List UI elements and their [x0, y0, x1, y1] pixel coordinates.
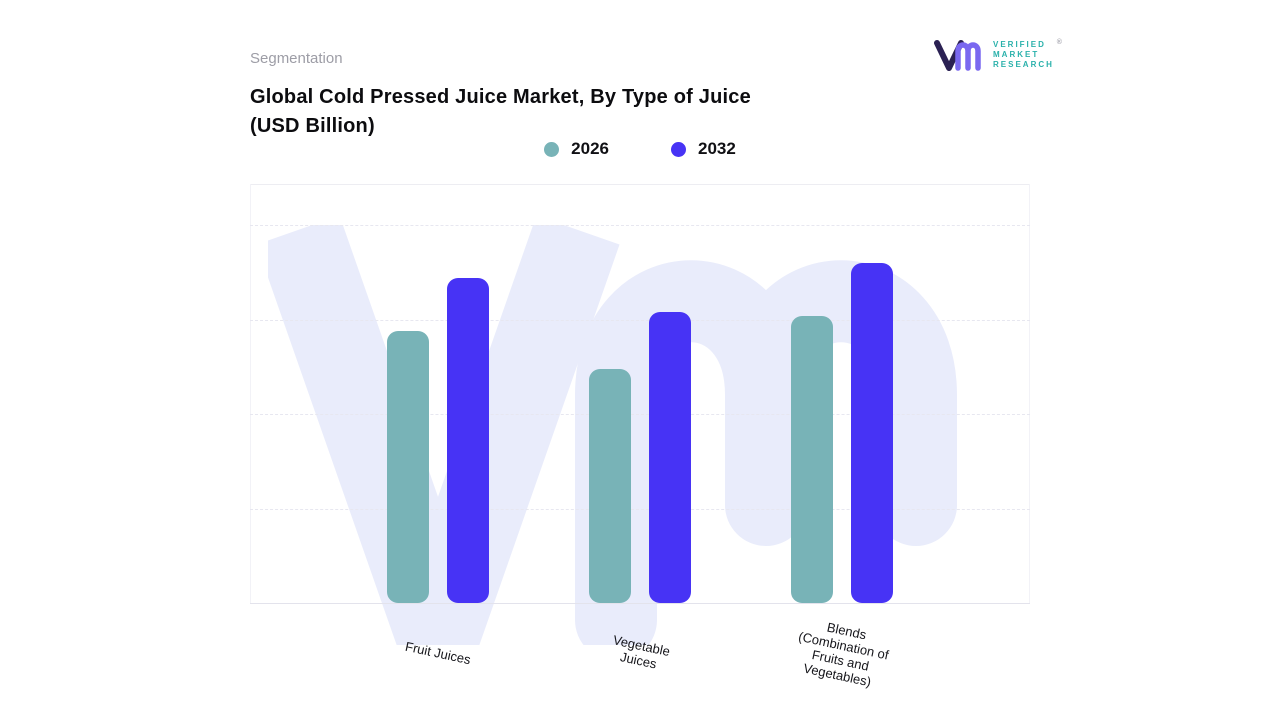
vmr-logo: VERIFIED MARKET RESEARCH ®: [933, 36, 1062, 74]
x-axis-baseline: [250, 603, 1030, 604]
vmr-logo-icon: [934, 40, 981, 71]
vmr-logo-line-3: RESEARCH: [993, 60, 1054, 69]
category-label: Blends (Combination of Fruits and Vegetable…: [797, 619, 891, 690]
vmr-logo-line-1: VERIFIED: [993, 40, 1046, 49]
bar-2026-group3[interactable]: [791, 315, 833, 603]
gridline: [250, 319, 1030, 321]
legend-swatch-icon: [544, 141, 560, 157]
eyebrow-label: Segmentation: [250, 50, 343, 67]
page-title-line-1: Global Cold Pressed Juice Market, By Typ…: [250, 86, 751, 108]
bar-group: [387, 225, 489, 603]
category-labels: Fruit Juices Vegetable Juices Blends (Combin…: [250, 603, 1030, 703]
registered-trademark-icon: ®: [1056, 39, 1062, 46]
bar-group: [791, 225, 893, 603]
gridline: [250, 414, 1030, 415]
page-title-line-2: (USD Billion): [250, 115, 375, 137]
bar-2026-group1[interactable]: [387, 330, 429, 603]
gridline: [250, 508, 1030, 510]
header-divider: [250, 184, 1030, 185]
page-title: Global Cold Pressed Juice Market, By Typ…: [250, 83, 751, 141]
legend-swatch-icon: [671, 141, 686, 157]
category-label: Vegetable Juices: [611, 632, 672, 672]
bar-2026-group2[interactable]: [589, 368, 631, 603]
legend-label: 2032: [698, 139, 736, 158]
plot-frame: [250, 184, 1030, 603]
gridline: [250, 225, 1030, 226]
vmr-logo-line-2: MARKET: [993, 50, 1040, 59]
bar-2032-group2[interactable]: [649, 311, 691, 603]
legend-label: 2026: [571, 139, 609, 158]
vmr-logo-text: VERIFIED MARKET RESEARCH ®: [993, 39, 1062, 70]
category-label: Fruit Juices: [403, 638, 473, 668]
vmr-logo-m: [955, 42, 981, 71]
bar-2032-group1[interactable]: [447, 277, 489, 603]
plot-area: [250, 225, 1030, 645]
chart-legend: 2026 2032: [250, 136, 1030, 162]
plot-groups: [250, 225, 1030, 603]
bar-group: [589, 225, 691, 603]
bar-2032-group3[interactable]: [851, 262, 893, 603]
legend-item-2032[interactable]: 2032: [671, 139, 736, 159]
legend-item-2026[interactable]: 2026: [544, 139, 609, 159]
